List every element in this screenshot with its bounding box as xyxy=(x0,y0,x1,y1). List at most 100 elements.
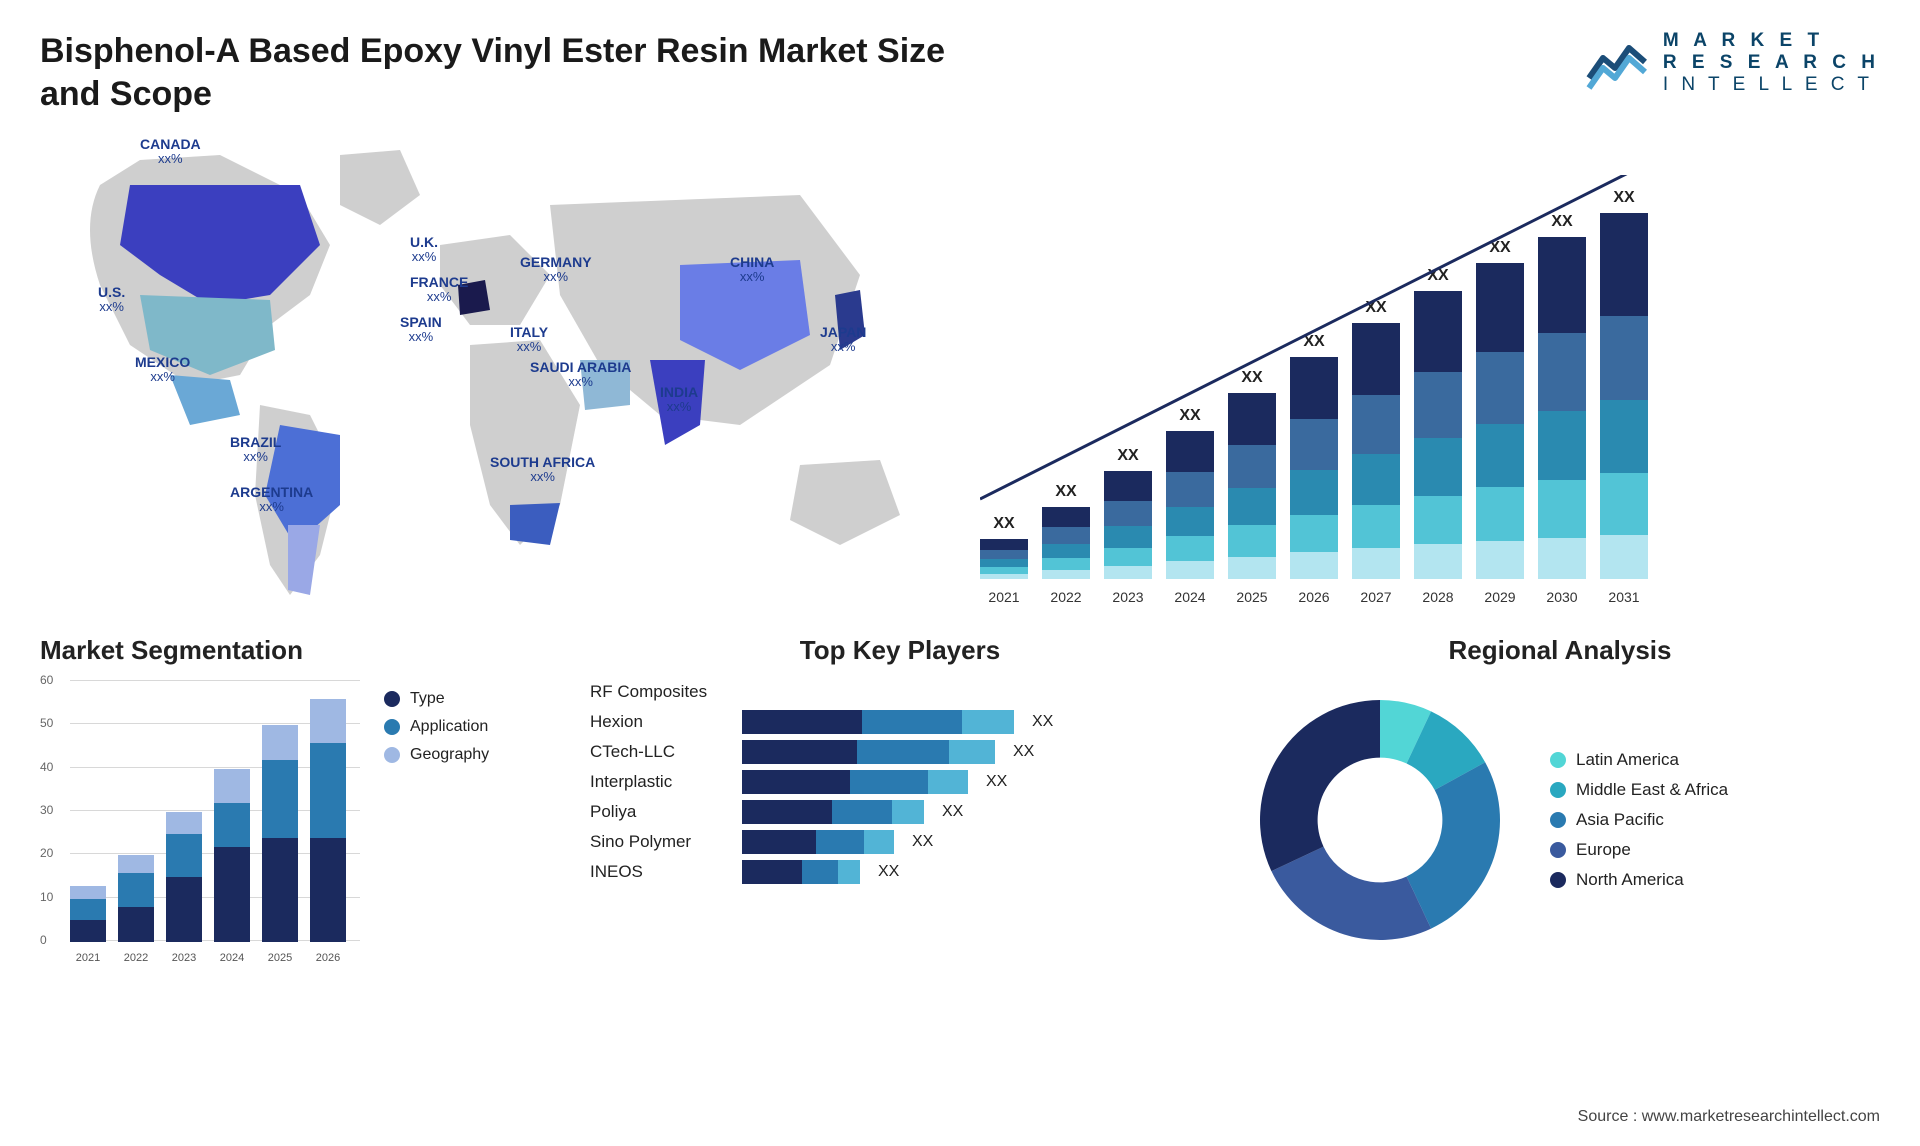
map-label-spain: SPAINxx% xyxy=(400,315,442,345)
seg-year-label: 2025 xyxy=(260,952,300,964)
seg-ytick: 20 xyxy=(40,846,53,860)
player-bar-segment xyxy=(802,860,838,884)
player-bar xyxy=(742,740,995,764)
player-bar xyxy=(742,710,1014,734)
seg-bar-segment xyxy=(214,803,250,846)
player-name: Interplastic xyxy=(590,772,730,792)
player-bar-segment xyxy=(864,830,894,854)
page-title: Bisphenol-A Based Epoxy Vinyl Ester Resi… xyxy=(40,30,1000,115)
player-value: XX xyxy=(912,833,933,851)
players-panel: Top Key Players RF CompositesHexionXXCTe… xyxy=(590,635,1210,970)
regional-legend-item: Asia Pacific xyxy=(1550,810,1728,830)
seg-bar-2022 xyxy=(118,855,154,942)
world-map-panel: CANADAxx%U.S.xx%MEXICOxx%BRAZILxx%ARGENT… xyxy=(40,125,940,615)
player-bar-segment xyxy=(928,770,968,794)
header: Bisphenol-A Based Epoxy Vinyl Ester Resi… xyxy=(40,30,1880,115)
seg-bar-segment xyxy=(310,838,346,942)
player-row: Hexion XX xyxy=(590,710,1210,734)
player-bar xyxy=(742,770,968,794)
segmentation-legend: TypeApplicationGeography xyxy=(384,680,489,970)
player-bar-segment xyxy=(816,830,864,854)
player-name: RF Composites xyxy=(590,682,730,702)
seg-year-label: 2026 xyxy=(308,952,348,964)
seg-bar-segment xyxy=(262,725,298,760)
seg-bar-2021 xyxy=(70,886,106,942)
players-list: RF CompositesHexionXXCTech-LLCXXInterpla… xyxy=(590,680,1210,884)
player-value: XX xyxy=(1032,713,1053,731)
player-bar xyxy=(742,860,860,884)
player-bar-segment xyxy=(742,710,862,734)
seg-bar-segment xyxy=(310,743,346,838)
logo-line1: M A R K E T xyxy=(1663,30,1880,52)
player-row: PoliyaXX xyxy=(590,800,1210,824)
regional-panel: Regional Analysis Latin America Middle Ea… xyxy=(1240,635,1880,970)
seg-bar-segment xyxy=(310,699,346,742)
source-text: Source : www.marketresearchintellect.com xyxy=(1578,1108,1880,1126)
regional-legend-item: Europe xyxy=(1550,840,1728,860)
player-name: Sino Polymer xyxy=(590,832,730,852)
logo: M A R K E T R E S E A R C H I N T E L L … xyxy=(1585,30,1880,96)
map-label-italy: ITALYxx% xyxy=(510,325,548,355)
seg-bar-segment xyxy=(166,834,202,877)
player-value: XX xyxy=(878,863,899,881)
seg-bar-segment xyxy=(166,812,202,834)
regional-legend-label: Middle East & Africa xyxy=(1576,780,1728,800)
seg-grid xyxy=(70,680,360,681)
player-bar-segment xyxy=(742,740,857,764)
seg-year-label: 2022 xyxy=(116,952,156,964)
top-row: CANADAxx%U.S.xx%MEXICOxx%BRAZILxx%ARGENT… xyxy=(40,125,1880,615)
swatch-icon xyxy=(1550,752,1566,768)
player-bar-segment xyxy=(742,860,802,884)
player-bar-segment xyxy=(832,800,892,824)
regional-legend-label: Europe xyxy=(1576,840,1631,860)
player-bar-segment xyxy=(962,710,1014,734)
seg-bar-2025 xyxy=(262,725,298,942)
logo-text: M A R K E T R E S E A R C H I N T E L L … xyxy=(1663,30,1880,96)
player-row: Sino Polymer XX xyxy=(590,830,1210,854)
player-name: Poliya xyxy=(590,802,730,822)
swatch-icon xyxy=(1550,812,1566,828)
seg-bar-segment xyxy=(262,760,298,838)
growth-chart-panel: 2021XX2022XX2023XX2024XX2025XX2026XX2027… xyxy=(980,125,1880,615)
map-label-south-africa: SOUTH AFRICAxx% xyxy=(490,455,595,485)
regional-legend-label: Asia Pacific xyxy=(1576,810,1664,830)
seg-ytick: 60 xyxy=(40,673,53,687)
swatch-icon xyxy=(1550,842,1566,858)
seg-legend-item: Geography xyxy=(384,746,489,764)
regional-legend-item: Middle East & Africa xyxy=(1550,780,1728,800)
seg-bar-segment xyxy=(118,855,154,872)
seg-bar-segment xyxy=(70,920,106,942)
swatch-icon xyxy=(1550,872,1566,888)
player-value: XX xyxy=(986,773,1007,791)
swatch-icon xyxy=(1550,782,1566,798)
seg-ytick: 0 xyxy=(40,933,47,947)
seg-legend-label: Geography xyxy=(410,746,489,764)
player-value: XX xyxy=(1013,743,1034,761)
seg-bar-segment xyxy=(166,877,202,942)
growth-chart: 2021XX2022XX2023XX2024XX2025XX2026XX2027… xyxy=(980,175,1880,615)
map-label-u.k.: U.K.xx% xyxy=(410,235,438,265)
player-name: Hexion xyxy=(590,712,730,732)
seg-legend-label: Application xyxy=(410,718,488,736)
map-label-mexico: MEXICOxx% xyxy=(135,355,190,385)
seg-bar-segment xyxy=(70,886,106,899)
map-label-saudi-arabia: SAUDI ARABIAxx% xyxy=(530,360,631,390)
seg-bar-segment xyxy=(214,847,250,942)
regional-legend-label: North America xyxy=(1576,870,1684,890)
bottom-row: Market Segmentation 01020304050602021202… xyxy=(40,635,1880,970)
seg-ytick: 10 xyxy=(40,890,53,904)
growth-trend-arrow xyxy=(980,175,1880,615)
player-row: RF Composites xyxy=(590,680,1210,704)
seg-year-label: 2021 xyxy=(68,952,108,964)
swatch-icon xyxy=(384,747,400,763)
regional-title: Regional Analysis xyxy=(1240,635,1880,666)
map-label-germany: GERMANYxx% xyxy=(520,255,592,285)
regional-legend-label: Latin America xyxy=(1576,750,1679,770)
player-bar-segment xyxy=(850,770,928,794)
map-label-france: FRANCExx% xyxy=(410,275,468,305)
seg-bar-segment xyxy=(214,769,250,804)
seg-ytick: 30 xyxy=(40,803,53,817)
player-row: Interplastic XX xyxy=(590,770,1210,794)
seg-year-label: 2023 xyxy=(164,952,204,964)
map-label-u.s.: U.S.xx% xyxy=(98,285,125,315)
